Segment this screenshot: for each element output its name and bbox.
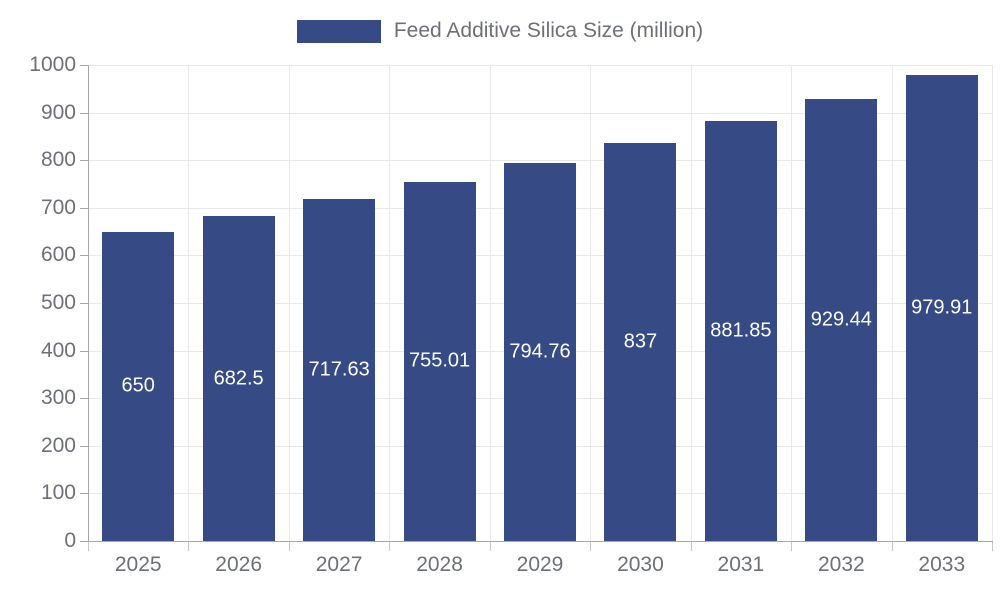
legend-swatch-icon	[296, 19, 381, 43]
y-axis-tick	[80, 493, 88, 494]
bar-value-label: 794.76	[509, 340, 571, 363]
legend: Feed Additive Silica Size (million)	[0, 18, 1000, 44]
gridline-horizontal	[88, 112, 992, 114]
x-axis-tick	[88, 542, 89, 551]
x-axis-tick	[992, 542, 993, 551]
legend-item-feed-additive-silica[interactable]: Feed Additive Silica Size (million)	[296, 18, 704, 44]
x-axis-tick-label: 2032	[817, 553, 865, 576]
y-axis-tick-label: 700	[40, 195, 76, 219]
bar-value-label: 837	[623, 330, 658, 353]
y-axis-tick-label: 0	[64, 529, 76, 552]
x-axis-tick	[188, 542, 189, 551]
gridline-vertical	[791, 65, 792, 541]
x-axis-tick-label: 2030	[617, 553, 664, 576]
bar-2030[interactable]	[604, 143, 676, 541]
y-axis-tick	[80, 446, 88, 447]
bar-2025[interactable]	[102, 232, 174, 541]
bar-2029[interactable]	[504, 163, 576, 541]
x-axis-tick	[791, 542, 792, 551]
bar-2028[interactable]	[404, 182, 476, 541]
bar-value-label: 755.01	[408, 349, 471, 372]
y-axis-tick-label: 100	[40, 481, 76, 505]
gridline-horizontal	[88, 160, 992, 162]
bar-value-label: 979.91	[911, 296, 973, 319]
y-axis-tick	[80, 351, 88, 352]
gridline-vertical	[389, 65, 390, 541]
gridline-vertical	[490, 65, 491, 541]
y-axis-tick	[80, 160, 88, 161]
y-axis-tick	[80, 398, 88, 399]
y-axis-tick	[80, 255, 88, 256]
y-axis-tick	[80, 541, 88, 542]
bar-2031[interactable]	[705, 121, 777, 541]
y-axis-tick	[80, 65, 88, 66]
y-axis-tick	[80, 208, 88, 209]
x-axis: 2025 2026 2027 2028 2029 2030 2031 2032 2033	[88, 553, 992, 583]
gridline-vertical	[691, 65, 692, 541]
x-axis-tick	[892, 542, 893, 551]
gridline-horizontal	[88, 65, 992, 66]
x-axis-tick	[590, 542, 591, 551]
y-axis-tick	[80, 303, 88, 304]
x-axis-tick-label: 2031	[717, 553, 765, 576]
bar-value-label: 929.44	[810, 308, 872, 331]
x-axis-tick	[490, 542, 491, 551]
y-axis-tick-label: 1000	[29, 53, 76, 76]
gridline-vertical	[289, 65, 290, 541]
bar-value-label: 682.5	[213, 367, 264, 390]
x-axis-tick-label: 2028	[416, 553, 463, 576]
y-axis-tick-label: 300	[40, 386, 76, 410]
bar-2026[interactable]	[203, 216, 275, 541]
y-axis-tick-label: 500	[40, 291, 76, 314]
gridline-vertical	[892, 65, 893, 541]
gridline-vertical	[992, 65, 993, 541]
bar-2033[interactable]	[906, 75, 978, 541]
x-axis-tick-label: 2026	[215, 553, 263, 576]
x-axis-tick	[289, 542, 290, 551]
y-axis: 0 100 200 300 400 500 600 700 800 900 1000	[0, 53, 76, 552]
bar-2027[interactable]	[303, 199, 375, 541]
y-axis-tick-label: 900	[40, 100, 76, 124]
x-axis-tick-label: 2025	[114, 553, 162, 576]
bar-2032[interactable]	[805, 99, 877, 541]
y-axis-tick	[80, 113, 88, 114]
x-axis-tick	[691, 542, 692, 551]
y-axis-tick-label: 600	[40, 243, 76, 267]
y-axis-tick-label: 200	[40, 433, 76, 457]
y-axis-line	[88, 65, 89, 542]
x-axis-line	[88, 541, 993, 542]
y-axis-tick-label: 800	[40, 148, 76, 172]
x-axis-tick-label: 2027	[315, 553, 363, 576]
x-axis-tick	[389, 542, 390, 551]
x-axis-tick-label: 2029	[516, 553, 564, 576]
plot-area: 650 682.5 717.63 755.01 794.76 837 881.85 929.4…	[88, 65, 993, 541]
x-axis-tick-label: 2033	[918, 553, 966, 576]
gridline-vertical	[188, 65, 189, 541]
y-axis-tick-label: 400	[40, 338, 76, 362]
bar-value-label: 881.85	[710, 319, 772, 342]
bar-value-label: 650	[121, 374, 155, 397]
legend-label: Feed Additive Silica Size (million)	[393, 19, 704, 42]
bar-value-label: 717.63	[308, 358, 370, 381]
gridline-vertical	[590, 65, 591, 541]
